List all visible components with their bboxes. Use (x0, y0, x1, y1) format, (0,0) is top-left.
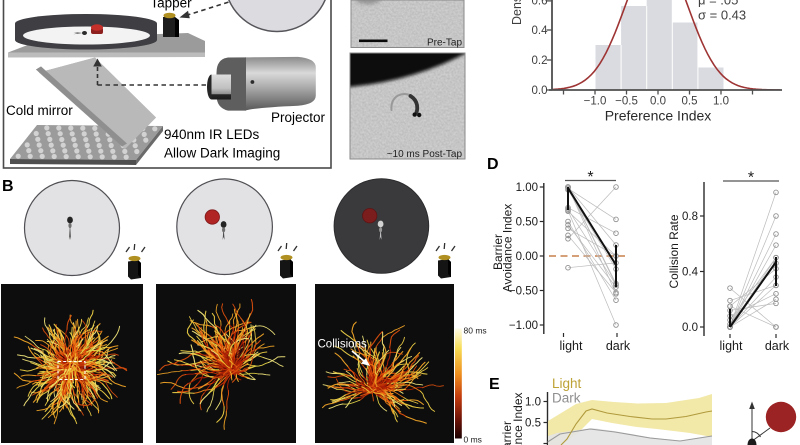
svg-text:0.50: 0.50 (516, 217, 538, 229)
svg-text:0.5: 0.5 (525, 418, 541, 430)
svg-text:−1.00: −1.00 (509, 320, 538, 332)
svg-text:Tapper: Tapper (150, 0, 192, 11)
svg-text:Projector: Projector (271, 110, 326, 125)
svg-text:0.4: 0.4 (532, 25, 549, 37)
svg-text:Light: Light (552, 376, 582, 391)
svg-text:Density: Density (510, 0, 524, 25)
svg-text:dark: dark (765, 339, 790, 353)
svg-text:E: E (489, 376, 500, 393)
svg-text:940nm IR LEDs: 940nm IR LEDs (164, 127, 260, 142)
svg-text:Barrier: Barrier (491, 234, 505, 270)
svg-text:*: * (587, 169, 593, 186)
svg-text:Dark: Dark (552, 391, 581, 406)
svg-text:light: light (720, 339, 743, 353)
svg-text:Avoidance Index: Avoidance Index (511, 392, 525, 445)
svg-text:0.00: 0.00 (516, 251, 538, 263)
svg-text:−1.0: −1.0 (584, 96, 607, 108)
svg-text:Allow Dark Imaging: Allow Dark Imaging (164, 146, 280, 161)
svg-text:1.00: 1.00 (516, 182, 538, 194)
svg-text:−0.50: −0.50 (509, 286, 538, 298)
svg-text:0.5: 0.5 (682, 96, 698, 108)
svg-text:*: * (748, 170, 754, 187)
svg-text:Avoidance Index: Avoidance Index (501, 204, 515, 293)
svg-text:Cold mirror: Cold mirror (6, 103, 73, 118)
svg-text:0.0: 0.0 (532, 85, 548, 97)
svg-text:0.0: 0.0 (650, 96, 666, 108)
svg-text:0.4: 0.4 (682, 267, 699, 279)
svg-text:1.0: 1.0 (713, 96, 729, 108)
svg-text:σ = 0.43: σ = 0.43 (698, 8, 746, 23)
svg-text:Collision Rate: Collision Rate (667, 214, 681, 288)
svg-text:Barrier: Barrier (500, 421, 514, 445)
svg-text:Preference Index: Preference Index (605, 108, 712, 124)
svg-text:80 ms: 80 ms (464, 326, 487, 336)
svg-text:−0.5: −0.5 (615, 96, 638, 108)
svg-text:Collisions: Collisions (318, 339, 367, 351)
svg-text:0.8: 0.8 (682, 211, 698, 223)
svg-text:Pre-Tap: Pre-Tap (427, 38, 462, 49)
svg-text:1.0: 1.0 (525, 397, 541, 409)
svg-text:light: light (560, 339, 583, 353)
svg-text:μ = .05: μ = .05 (698, 0, 738, 8)
svg-text:dark: dark (606, 339, 631, 353)
svg-text:0.6: 0.6 (532, 0, 548, 7)
svg-text:0.0: 0.0 (682, 322, 698, 334)
svg-text:0 ms: 0 ms (464, 435, 482, 445)
svg-text:0.2: 0.2 (532, 55, 548, 67)
svg-text:B: B (2, 178, 14, 195)
svg-text:D: D (487, 156, 499, 173)
svg-text:~10 ms Post-Tap: ~10 ms Post-Tap (387, 149, 463, 160)
